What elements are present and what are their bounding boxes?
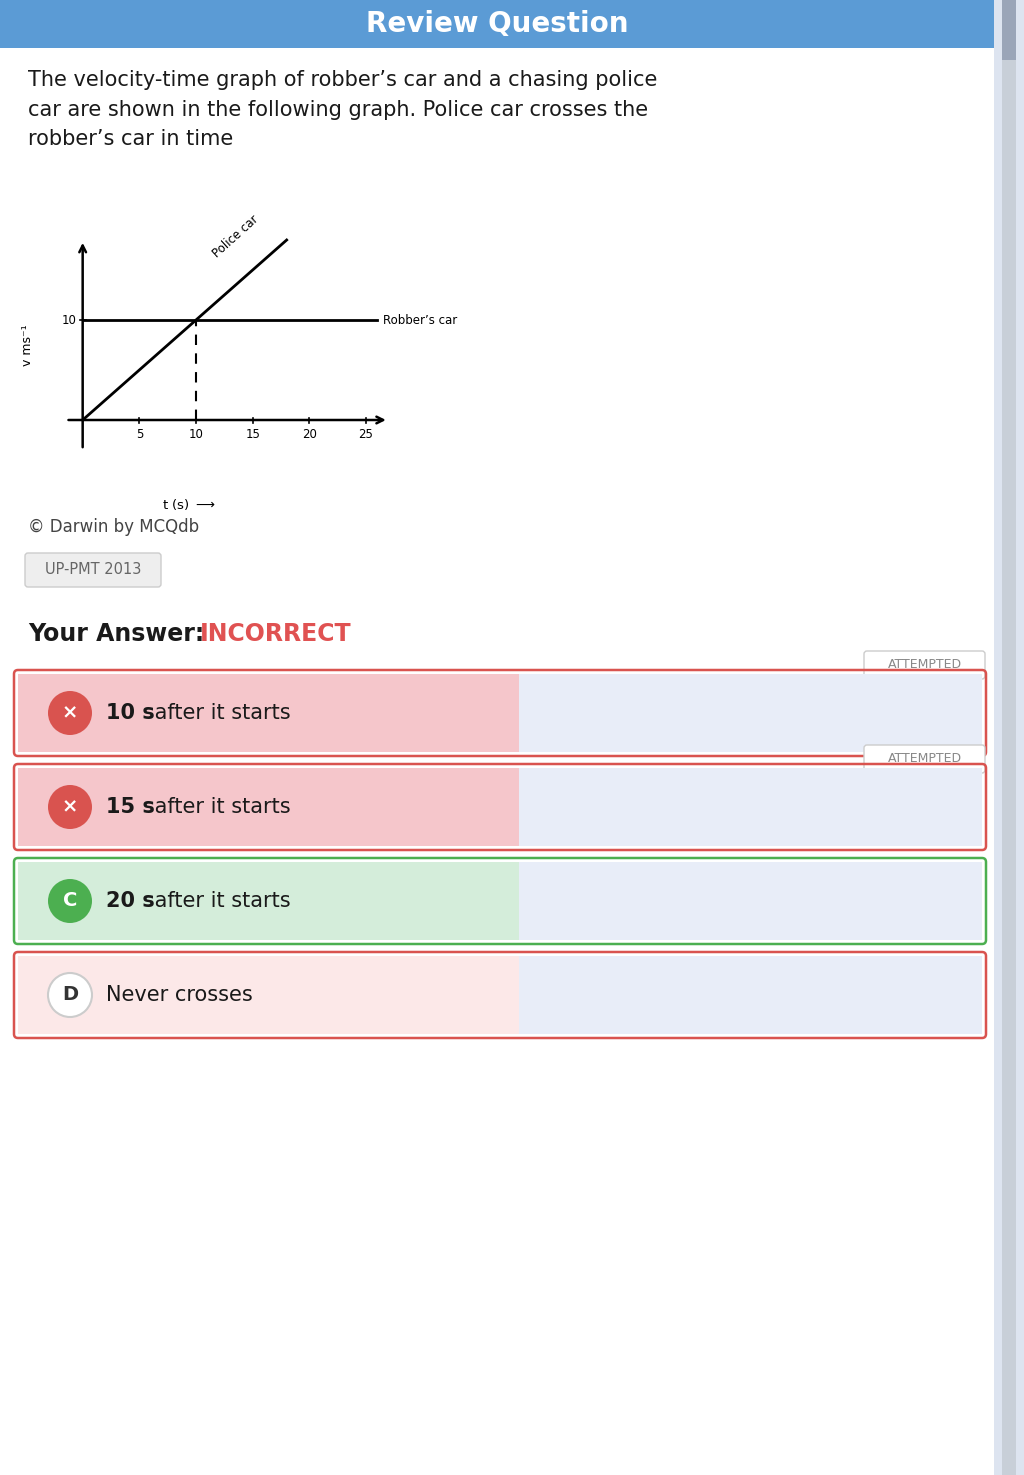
FancyBboxPatch shape	[864, 745, 985, 773]
FancyBboxPatch shape	[864, 650, 985, 678]
Text: C: C	[62, 891, 77, 910]
Text: INCORRECT: INCORRECT	[200, 622, 351, 646]
FancyBboxPatch shape	[25, 553, 161, 587]
FancyBboxPatch shape	[994, 0, 1024, 1475]
Text: Review Question: Review Question	[366, 10, 629, 38]
Text: after it starts: after it starts	[148, 704, 291, 723]
Text: 20 s: 20 s	[106, 891, 155, 912]
Text: Police car: Police car	[210, 212, 261, 260]
Circle shape	[48, 785, 92, 829]
Text: 10: 10	[62, 314, 77, 326]
Text: 15 s: 15 s	[106, 796, 155, 817]
Text: Never crosses: Never crosses	[106, 985, 253, 1004]
FancyBboxPatch shape	[18, 861, 519, 940]
Text: v ms⁻¹: v ms⁻¹	[20, 324, 34, 366]
Text: ×: ×	[61, 704, 78, 723]
Text: ×: ×	[61, 798, 78, 817]
Text: The velocity-time graph of robber’s car and a chasing police
car are shown in th: The velocity-time graph of robber’s car …	[28, 69, 657, 149]
Text: Robber’s car: Robber’s car	[383, 314, 458, 326]
Text: 5: 5	[135, 428, 143, 441]
Text: UP-PMT 2013: UP-PMT 2013	[45, 562, 141, 578]
Text: ATTEMPTED: ATTEMPTED	[888, 752, 962, 766]
Text: 15: 15	[245, 428, 260, 441]
FancyBboxPatch shape	[1002, 0, 1016, 1475]
FancyBboxPatch shape	[0, 0, 994, 49]
FancyBboxPatch shape	[519, 956, 982, 1034]
FancyBboxPatch shape	[519, 768, 982, 847]
Text: Your Answer:: Your Answer:	[28, 622, 204, 646]
Circle shape	[48, 690, 92, 735]
FancyBboxPatch shape	[1002, 0, 1016, 60]
FancyBboxPatch shape	[18, 768, 519, 847]
Text: D: D	[61, 985, 78, 1004]
Text: t (s) $\longrightarrow$: t (s) $\longrightarrow$	[162, 497, 216, 512]
Text: 10: 10	[188, 428, 204, 441]
FancyBboxPatch shape	[519, 674, 982, 752]
Circle shape	[48, 974, 92, 1016]
FancyBboxPatch shape	[18, 674, 519, 752]
Text: after it starts: after it starts	[148, 891, 291, 912]
FancyBboxPatch shape	[0, 0, 994, 1475]
FancyBboxPatch shape	[519, 861, 982, 940]
Text: © Darwin by MCQdb: © Darwin by MCQdb	[28, 518, 199, 535]
Text: ATTEMPTED: ATTEMPTED	[888, 658, 962, 671]
Text: 20: 20	[302, 428, 316, 441]
Text: 25: 25	[358, 428, 374, 441]
Circle shape	[48, 879, 92, 923]
Text: 10 s: 10 s	[106, 704, 155, 723]
Text: after it starts: after it starts	[148, 796, 291, 817]
FancyBboxPatch shape	[18, 956, 519, 1034]
